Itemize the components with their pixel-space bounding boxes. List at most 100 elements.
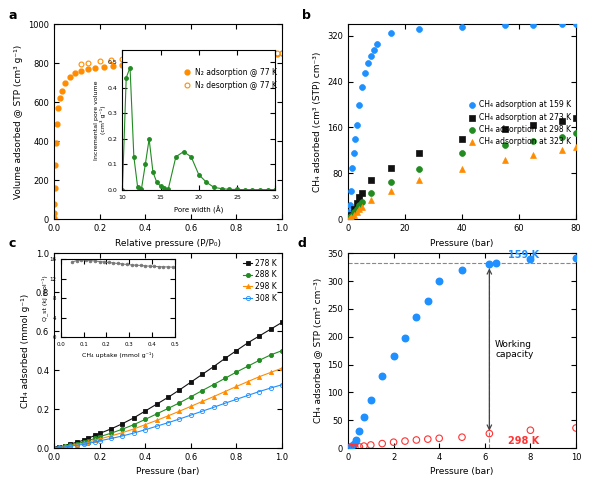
Point [350,444,359,451]
N₂ desorption @ 77 K [244,52,251,57]
CH₄ adsorption at 323 K [346,213,356,221]
N₂ adsorption @ 77 K [210,55,217,61]
298 K [176,408,183,414]
CH₄ adsorption at 159 K [358,83,367,91]
N₂ desorption @ 77 K [221,52,229,58]
CH₄ adsorption at 273 K [500,125,509,132]
298 K [67,443,74,449]
N₂ desorption @ 77 K [153,55,160,60]
288 K [62,443,69,449]
CH₄ adsorption at 323 K [457,165,467,172]
N₂ adsorption @ 77 K [187,56,194,62]
N₂ adsorption @ 77 K [51,185,58,191]
N₂ adsorption @ 77 K [50,210,58,216]
Point [457,433,467,441]
Line: N₂ adsorption @ 77 K: N₂ adsorption @ 77 K [52,51,284,220]
CH₄ adsorption at 159 K [386,29,395,37]
278 K [96,431,103,436]
N₂ desorption @ 77 K [210,53,217,58]
308 K [67,443,74,449]
288 K [153,411,160,417]
N₂ adsorption @ 77 K [71,71,78,76]
Point [355,443,364,451]
Point [485,261,494,268]
298 K [80,440,87,446]
CH₄ adsorption at 159 K [360,69,370,77]
N₂ adsorption @ 77 K [85,66,92,72]
308 K [107,435,115,441]
Y-axis label: Volume adsorbed @ STP (cm³ g⁻¹): Volume adsorbed @ STP (cm³ g⁻¹) [14,45,23,199]
288 K [55,444,62,450]
Text: c: c [8,237,16,250]
Point [412,313,421,321]
278 K [85,435,92,441]
N₂ adsorption @ 77 K [130,61,137,67]
Point [351,436,361,444]
CH₄ adsorption at 298 K [500,141,509,149]
Point [349,440,359,448]
N₂ adsorption @ 77 K [56,95,64,101]
Y-axis label: CH₄ adsorbed (cm³ (STP) cm⁻³): CH₄ adsorbed (cm³ (STP) cm⁻³) [313,52,322,192]
N₂ adsorption @ 77 K [221,54,229,60]
N₂ adsorption @ 77 K [50,215,58,221]
CH₄ adsorption at 298 K [415,165,424,172]
288 K [130,422,137,428]
298 K [142,422,149,428]
298 K [210,393,217,399]
Y-axis label: CH₄ adsorbed @ STP (cm³ cm⁻³): CH₄ adsorbed @ STP (cm³ cm⁻³) [313,278,322,423]
Point [526,255,535,262]
CH₄ adsorption at 323 K [355,205,364,213]
X-axis label: Pressure (bar): Pressure (bar) [430,239,494,247]
308 K [80,441,87,447]
CH₄ adsorption at 159 K [345,201,355,209]
Point [400,334,410,342]
CH₄ adsorption at 323 K [386,187,395,194]
308 K [278,382,286,388]
N₂ adsorption @ 77 K [153,59,160,65]
CH₄ adsorption at 298 K [344,215,353,223]
N₂ desorption @ 77 K [142,55,149,61]
Point [346,444,355,452]
308 K [85,440,92,446]
CH₄ adsorption at 323 K [415,176,424,184]
N₂ desorption @ 77 K [176,54,183,59]
CH₄ adsorption at 273 K [529,121,538,129]
Point [423,297,433,304]
298 K [187,403,194,409]
N₂ desorption @ 77 K [199,53,206,59]
298 K [119,430,126,435]
CH₄ adsorption at 298 K [386,178,395,186]
CH₄ adsorption at 323 K [500,156,509,164]
Text: 298 K: 298 K [508,436,539,447]
298 K [55,445,62,450]
CH₄ adsorption at 298 K [349,208,359,216]
N₂ adsorption @ 77 K [119,62,126,68]
Point [359,413,369,421]
278 K [278,319,286,325]
288 K [278,348,286,354]
298 K [107,433,115,439]
Line: 308 K: 308 K [52,383,284,450]
278 K [233,348,240,354]
CH₄ adsorption at 298 K [557,133,566,141]
N₂ adsorption @ 77 K [67,74,74,80]
CH₄ adsorption at 159 K [529,21,538,29]
CH₄ adsorption at 159 K [500,21,509,29]
308 K [244,393,251,398]
278 K [67,441,74,447]
Point [457,266,467,274]
308 K [91,439,98,445]
CH₄ adsorption at 298 K [366,189,376,197]
CH₄ adsorption at 159 K [557,20,566,28]
CH₄ adsorption at 298 K [457,150,467,157]
CH₄ adsorption at 159 K [346,187,356,194]
Point [434,434,444,442]
278 K [267,326,274,332]
CH₄ adsorption at 159 K [457,23,467,31]
CH₄ adsorption at 159 K [369,46,379,54]
N₂ desorption @ 77 K [233,52,240,57]
CH₄ adsorption at 298 K [346,212,356,220]
288 K [210,382,217,388]
288 K [187,394,194,400]
Point [491,259,501,266]
